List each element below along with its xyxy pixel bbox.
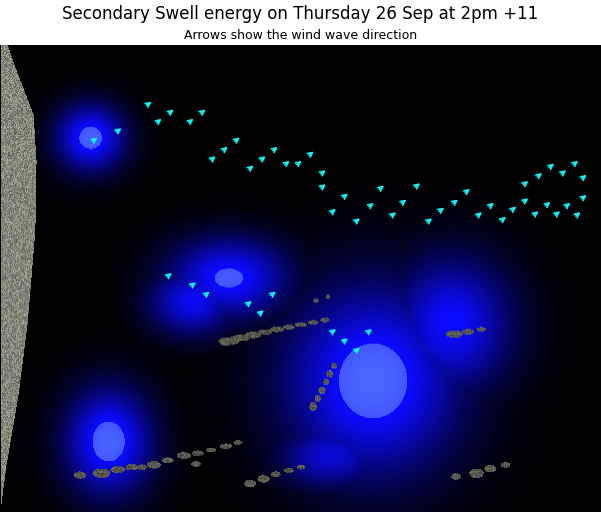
Text: Secondary Swell energy on Thursday 26 Sep at 2pm +11: Secondary Swell energy on Thursday 26 Se… [63, 5, 538, 23]
Text: Arrows show the wind wave direction: Arrows show the wind wave direction [184, 29, 417, 41]
